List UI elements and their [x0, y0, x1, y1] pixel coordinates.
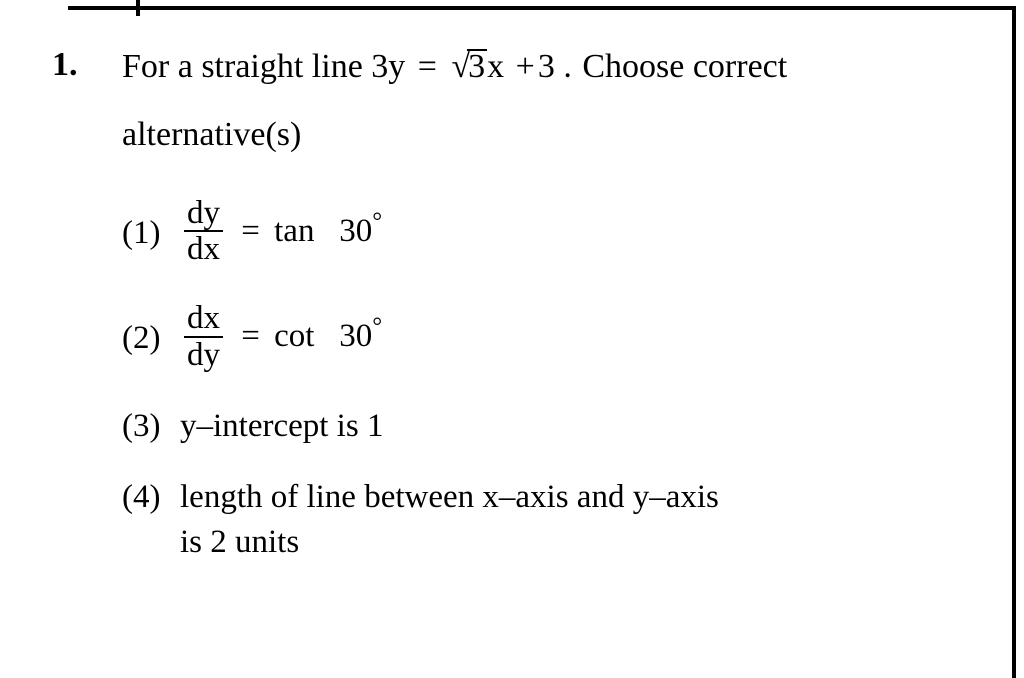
top-rule-notch — [136, 0, 140, 16]
option-2-body: dx dy = cot 30° — [180, 303, 988, 374]
option-2-deg: ° — [372, 313, 382, 340]
eq-rhs-var: x — [487, 48, 504, 85]
page: 1. For a straight line 3y = 3x +3 . Choo… — [0, 0, 1024, 678]
option-4-cont: is 2 units — [180, 524, 988, 561]
option-3-body: y–intercept is 1 — [180, 408, 988, 445]
option-1: (1) dy dx = tan 30° — [122, 198, 988, 269]
option-2: (2) dx dy = cot 30° — [122, 303, 988, 374]
option-3: (3) y–intercept is 1 — [122, 408, 988, 445]
option-1-eq: = — [235, 213, 266, 249]
eq-const: 3 — [538, 48, 555, 85]
stem-line-2: alternative(s) — [122, 112, 988, 158]
options: (1) dy dx = tan 30° (2) — [122, 198, 988, 562]
option-2-angle: 30 — [339, 318, 372, 354]
option-1-angle: 30 — [339, 213, 372, 249]
stem-prefix: For a straight line — [122, 48, 371, 85]
eq-plus: + — [513, 48, 538, 85]
option-3-label: (3) — [122, 408, 180, 445]
option-1-label: (1) — [122, 215, 180, 252]
option-4-label: (4) — [122, 479, 180, 516]
stem-line-1: For a straight line 3y = 3x +3 . Choose … — [122, 44, 988, 90]
question-row: 1. For a straight line 3y = 3x +3 . Choo… — [52, 44, 988, 561]
option-2-fn: cot — [274, 318, 314, 354]
eq-lhs-var: y — [388, 48, 405, 85]
option-4: (4) length of line between x–axis and y–… — [122, 479, 988, 516]
option-1-body: dy dx = tan 30° — [180, 198, 988, 269]
option-2-label: (2) — [122, 320, 180, 357]
option-1-frac: dy dx — [184, 196, 223, 267]
option-4-body: length of line between x–axis and y–axis — [180, 479, 988, 516]
option-2-frac-den: dy — [184, 338, 223, 373]
option-1-frac-den: dx — [184, 232, 223, 267]
equation: 3y = 3x +3 — [371, 48, 563, 85]
option-1-deg: ° — [372, 208, 382, 235]
option-2-eq: = — [235, 318, 266, 354]
question-number: 1. — [52, 44, 122, 84]
stem-suffix: Choose correct — [574, 48, 787, 85]
question-body: For a straight line 3y = 3x +3 . Choose … — [122, 44, 988, 561]
eq-dot: . — [563, 48, 574, 85]
right-rule — [1012, 6, 1016, 678]
option-2-frac: dx dy — [184, 301, 223, 372]
eq-lhs-coef: 3 — [371, 48, 388, 85]
eq-equals: = — [414, 48, 441, 85]
option-1-frac-num: dy — [184, 196, 223, 233]
option-2-frac-num: dx — [184, 301, 223, 338]
option-1-fn: tan — [274, 213, 314, 249]
top-rule — [68, 6, 1016, 10]
sqrt-radicand: 3 — [467, 49, 487, 83]
sqrt: 3 — [449, 44, 487, 90]
